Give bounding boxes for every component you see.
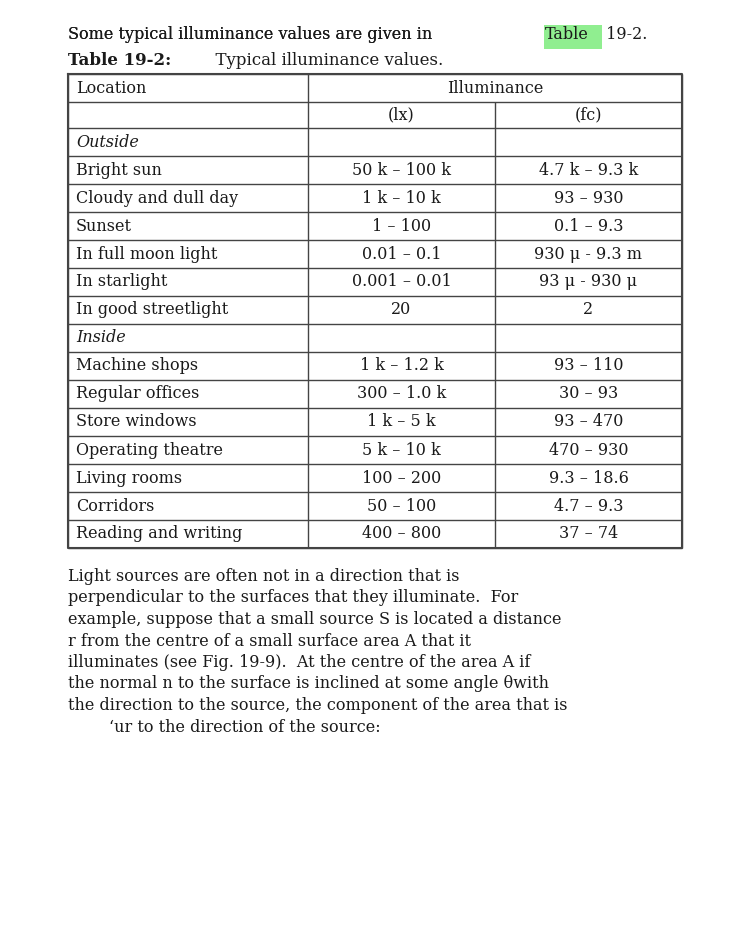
Text: Typical illuminance values.: Typical illuminance values. <box>205 52 444 69</box>
Text: Bright sun: Bright sun <box>76 162 162 179</box>
Text: Table 19-2:: Table 19-2: <box>68 52 171 69</box>
Text: the direction to the source, the component of the area that is: the direction to the source, the compone… <box>68 697 568 714</box>
Text: 300 – 1.0 k: 300 – 1.0 k <box>357 386 446 403</box>
Text: Table: Table <box>544 26 589 43</box>
Text: 4.7 k – 9.3 k: 4.7 k – 9.3 k <box>539 162 638 179</box>
Text: Outside: Outside <box>76 134 139 151</box>
Text: 1 k – 5 k: 1 k – 5 k <box>367 413 436 430</box>
Text: 93 – 470: 93 – 470 <box>553 413 623 430</box>
Text: 0.1 – 9.3: 0.1 – 9.3 <box>553 217 623 234</box>
Text: 470 – 930: 470 – 930 <box>549 441 628 458</box>
Text: Corridors: Corridors <box>76 498 154 515</box>
Text: (fc): (fc) <box>575 106 602 123</box>
Text: 50 – 100: 50 – 100 <box>367 498 436 515</box>
Text: 100 – 200: 100 – 200 <box>362 470 441 486</box>
Text: Illuminance: Illuminance <box>447 79 543 97</box>
Text: Regular offices: Regular offices <box>76 386 199 403</box>
Text: Reading and writing: Reading and writing <box>76 525 242 543</box>
Text: illuminates (see Fig. 19-9).  At the centre of the area A if: illuminates (see Fig. 19-9). At the cent… <box>68 654 530 671</box>
Text: perpendicular to the surfaces that they illuminate.  For: perpendicular to the surfaces that they … <box>68 589 518 607</box>
Text: 930 μ - 9.3 m: 930 μ - 9.3 m <box>535 246 642 263</box>
Text: 19-2.: 19-2. <box>602 26 647 43</box>
Text: 93 μ - 930 μ: 93 μ - 930 μ <box>539 274 638 291</box>
Text: 2: 2 <box>584 301 593 318</box>
Text: 1 k – 10 k: 1 k – 10 k <box>362 189 441 206</box>
Text: (lx): (lx) <box>388 106 415 123</box>
Text: 5 k – 10 k: 5 k – 10 k <box>362 441 441 458</box>
Text: 50 k – 100 k: 50 k – 100 k <box>352 162 451 179</box>
Text: In starlight: In starlight <box>76 274 168 291</box>
Text: Light sources are often not in a direction that is: Light sources are often not in a directi… <box>68 568 459 585</box>
Text: 93 – 110: 93 – 110 <box>553 358 623 375</box>
Text: 0.01 – 0.1: 0.01 – 0.1 <box>362 246 441 263</box>
Bar <box>544 25 602 49</box>
Text: the normal n to the surface is inclined at some angle θwith: the normal n to the surface is inclined … <box>68 676 549 693</box>
Text: Store windows: Store windows <box>76 413 196 430</box>
Text: Some typical illuminance values are given in: Some typical illuminance values are give… <box>68 26 438 43</box>
Text: ‘ur to the direction of the source:: ‘ur to the direction of the source: <box>68 719 381 736</box>
Text: r from the centre of a small surface area A that it: r from the centre of a small surface are… <box>68 632 471 649</box>
Text: 0.001 – 0.01: 0.001 – 0.01 <box>352 274 451 291</box>
Text: 1 k – 1.2 k: 1 k – 1.2 k <box>359 358 444 375</box>
Text: Sunset: Sunset <box>76 217 132 234</box>
Text: 400 – 800: 400 – 800 <box>362 525 441 543</box>
Text: 30 – 93: 30 – 93 <box>559 386 618 403</box>
Text: Operating theatre: Operating theatre <box>76 441 223 458</box>
Text: Cloudy and dull day: Cloudy and dull day <box>76 189 238 206</box>
Text: In good streetlight: In good streetlight <box>76 301 229 318</box>
Text: Some typical illuminance values are given in: Some typical illuminance values are give… <box>68 26 438 43</box>
Text: Machine shops: Machine shops <box>76 358 198 375</box>
Text: 37 – 74: 37 – 74 <box>559 525 618 543</box>
Text: Living rooms: Living rooms <box>76 470 182 486</box>
Text: 93 – 930: 93 – 930 <box>553 189 623 206</box>
Text: 20: 20 <box>391 301 411 318</box>
Text: In full moon light: In full moon light <box>76 246 217 263</box>
Text: 1 – 100: 1 – 100 <box>372 217 431 234</box>
Text: example, suppose that a small source S is located a distance: example, suppose that a small source S i… <box>68 611 562 628</box>
Text: Location: Location <box>76 79 147 97</box>
Text: 9.3 – 18.6: 9.3 – 18.6 <box>548 470 629 486</box>
Text: 4.7 – 9.3: 4.7 – 9.3 <box>553 498 623 515</box>
Text: Inside: Inside <box>76 329 126 346</box>
